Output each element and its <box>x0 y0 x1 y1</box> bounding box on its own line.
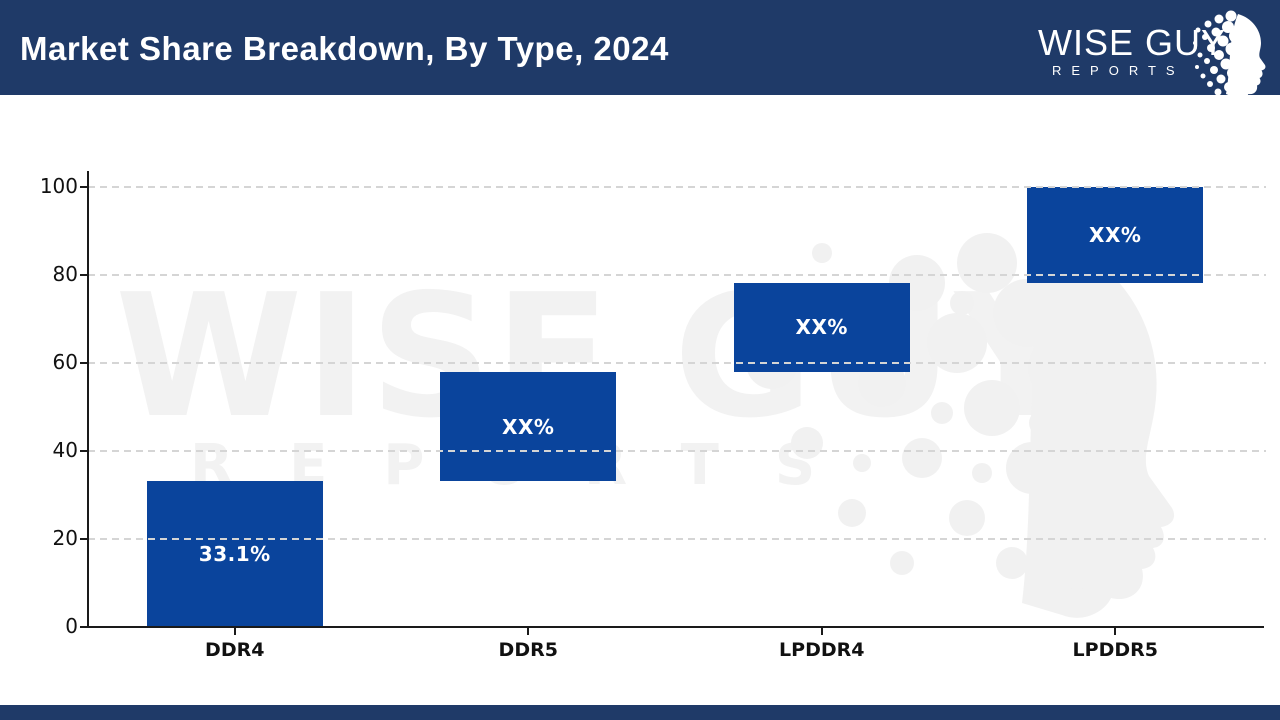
bar-ddr5: XX% <box>440 371 617 482</box>
bar-lpddr5: XX% <box>1027 187 1204 283</box>
y-tick-60 <box>80 362 87 364</box>
x-tick-label-lpddr4: LPDDR4 <box>779 639 865 661</box>
bar-lpddr4: XX% <box>733 282 910 372</box>
bar-ddr4: 33.1% <box>146 481 323 627</box>
header-bar: Market Share Breakdown, By Type, 2024 WI… <box>0 0 1280 98</box>
y-tick-label-0: 0 <box>65 614 78 638</box>
watermark-dotted-head <box>746 233 1175 618</box>
y-tick-label-20: 20 <box>52 526 78 550</box>
x-tick-label-ddr5: DDR5 <box>498 639 558 661</box>
chart-title: Market Share Breakdown, By Type, 2024 <box>20 30 669 67</box>
y-tick-80 <box>80 274 87 276</box>
x-tick-lpddr4 <box>820 628 823 635</box>
y-tick-label-80: 80 <box>52 262 78 286</box>
x-axis-line <box>87 626 1264 628</box>
y-tick-40 <box>80 450 87 452</box>
footer-bar <box>0 705 1280 720</box>
x-tick-ddr4 <box>233 628 236 635</box>
y-tick-label-100: 100 <box>39 174 78 198</box>
x-tick-label-ddr4: DDR4 <box>205 639 265 661</box>
y-axis-line <box>87 171 89 628</box>
bar-value-label: 33.1% <box>198 542 271 567</box>
gridline-40 <box>88 450 1266 452</box>
gridline-60 <box>88 362 1266 364</box>
y-tick-label-60: 60 <box>52 350 78 374</box>
gridline-80 <box>88 274 1266 276</box>
y-tick-20 <box>80 538 87 540</box>
bar-value-label: XX% <box>502 414 555 439</box>
x-tick-label-lpddr5: LPDDR5 <box>1072 639 1158 661</box>
x-tick-ddr5 <box>527 628 530 635</box>
logo-subtitle: REPORTS <box>1052 63 1185 78</box>
x-tick-lpddr5 <box>1114 628 1117 635</box>
bar-value-label: XX% <box>795 315 848 340</box>
y-tick-label-40: 40 <box>52 438 78 462</box>
y-tick-0 <box>80 626 87 628</box>
gridline-100 <box>88 186 1266 188</box>
logo-head-icon <box>1193 10 1266 98</box>
bar-value-label: XX% <box>1089 222 1142 247</box>
logo: WISE GUY REPORTS <box>1008 6 1268 98</box>
y-tick-100 <box>80 186 87 188</box>
gridline-20 <box>88 538 1266 540</box>
